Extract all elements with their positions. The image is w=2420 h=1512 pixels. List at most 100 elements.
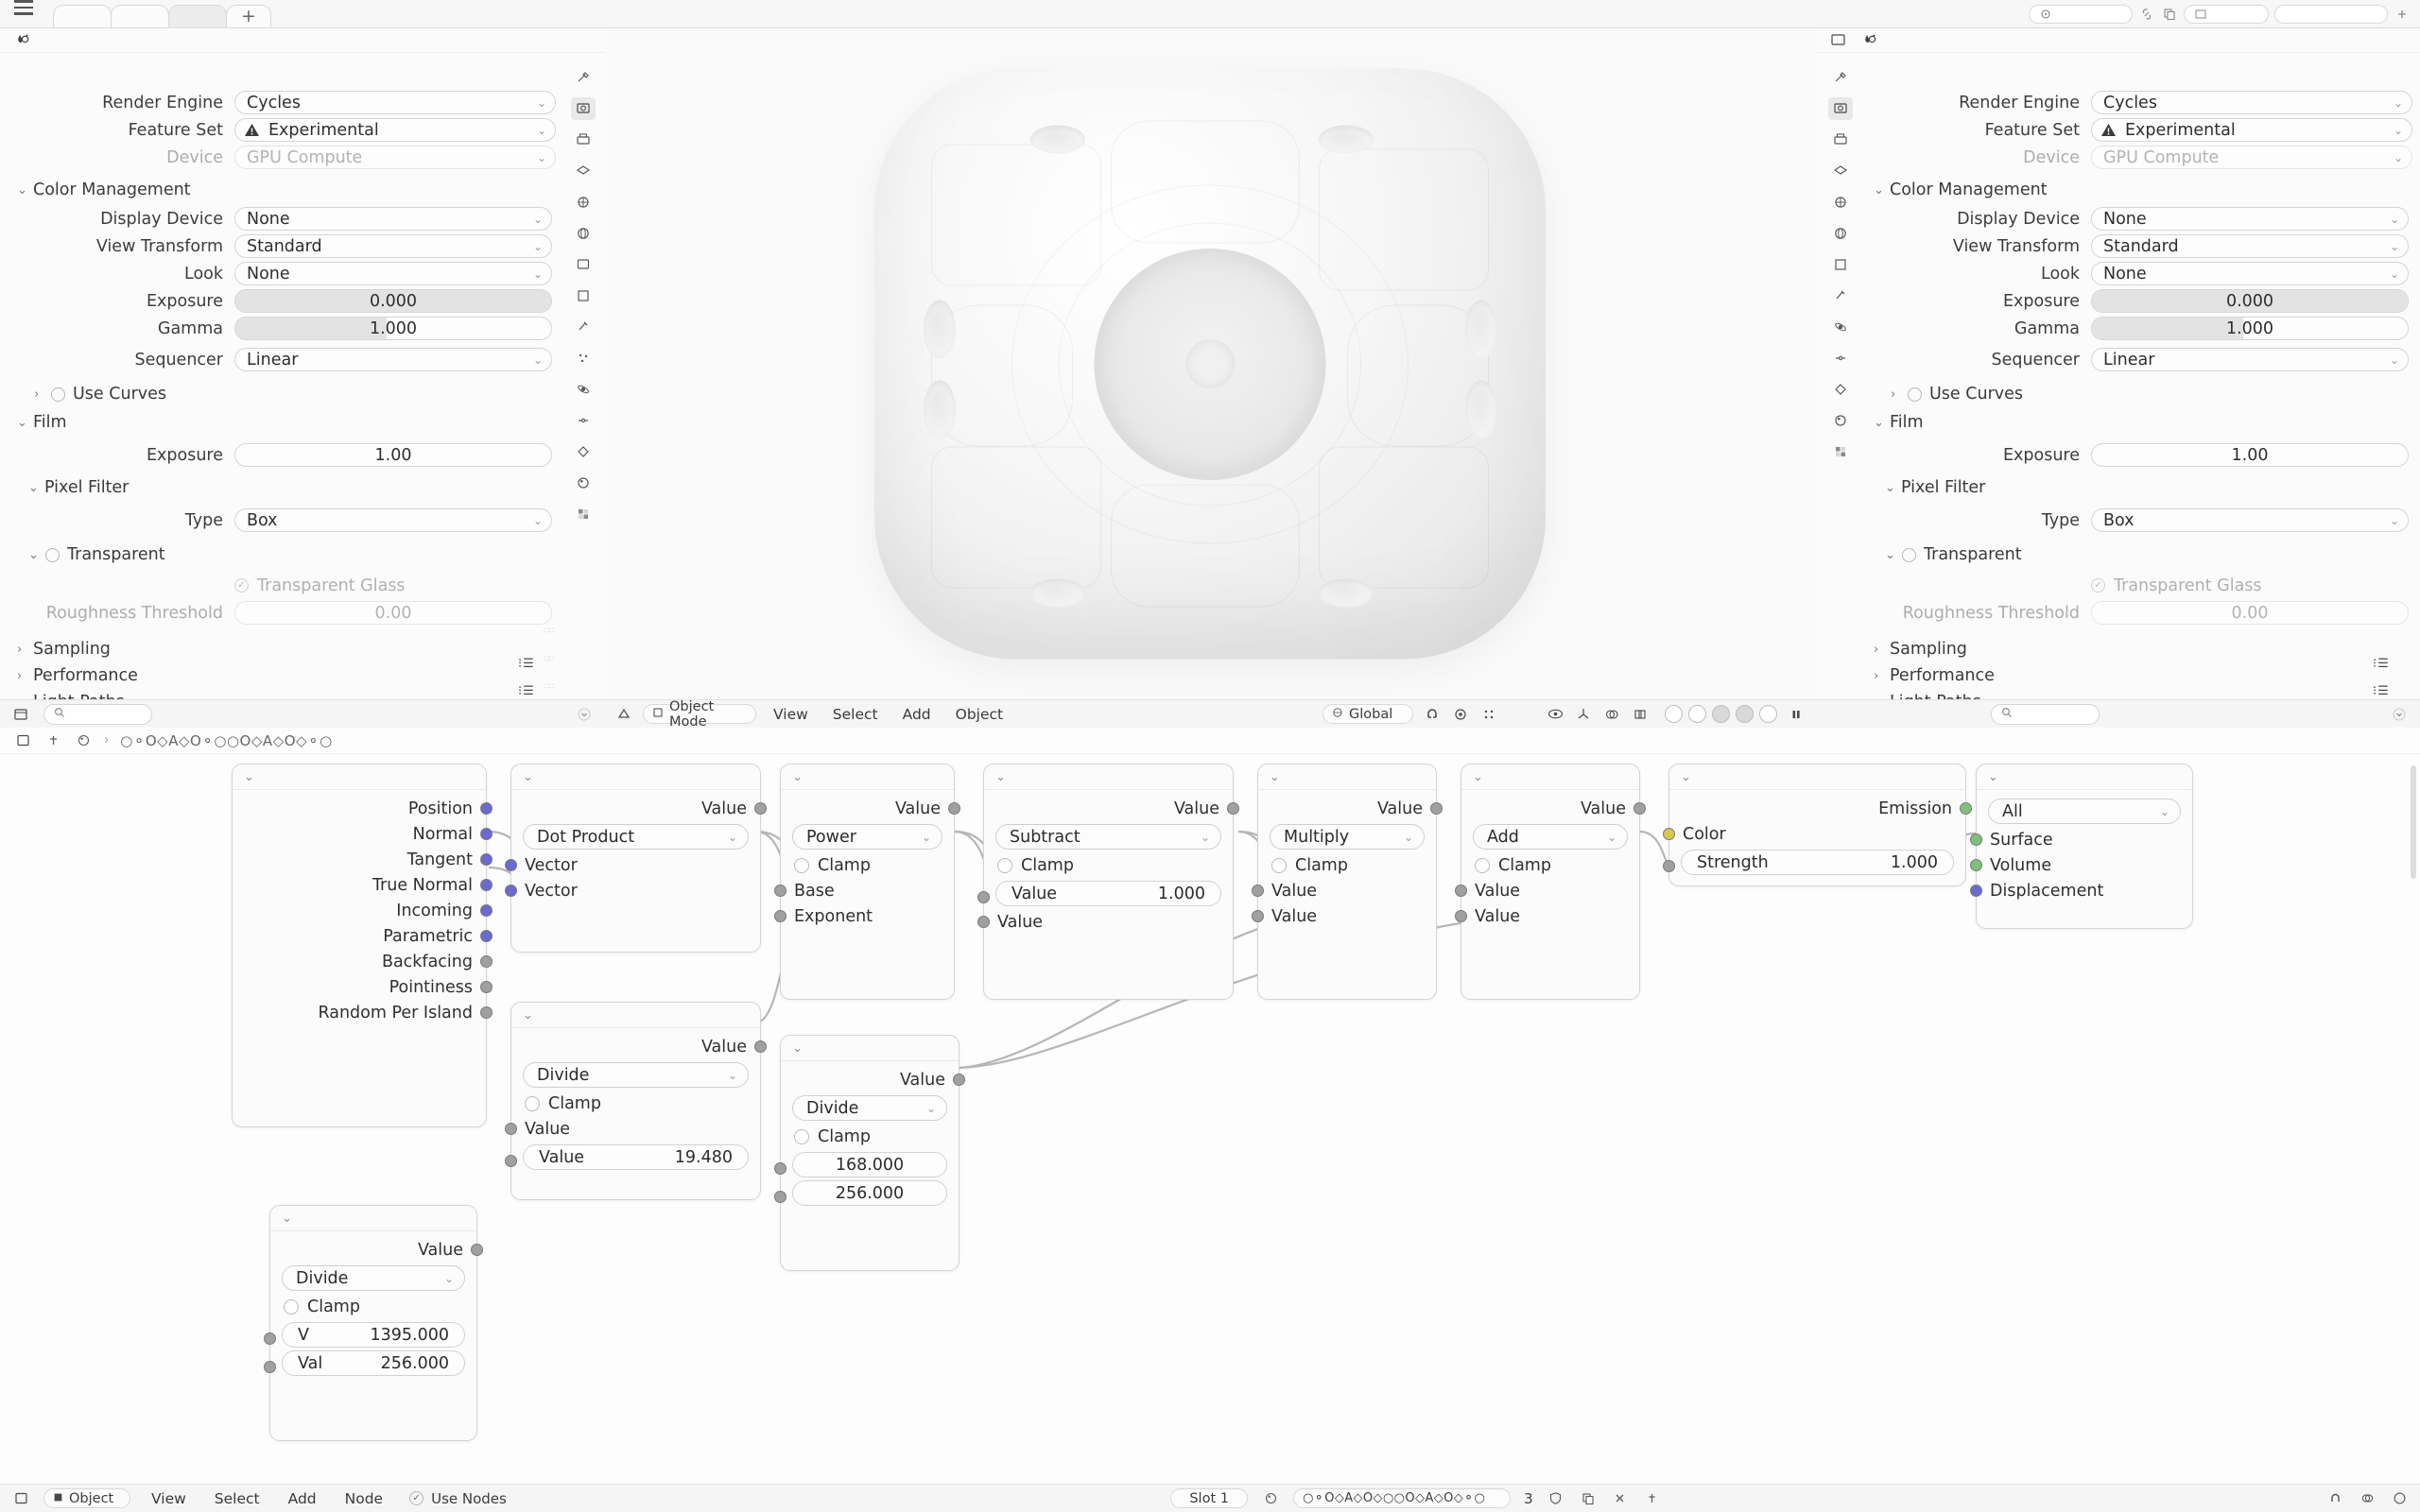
tab-tool[interactable] [571,66,596,89]
operation-dropdown-dot-product[interactable]: Dot Product ⌄ [523,824,749,850]
close-icon[interactable] [1611,1489,1630,1508]
socket-value-in-subtract-1[interactable] [977,890,990,903]
transform-orientation-dropdown[interactable]: Global [1322,704,1413,724]
socket-color-in[interactable] [1663,828,1675,840]
new-view-layer-icon[interactable] [2394,6,2411,23]
socket-value-out-div-b[interactable] [953,1074,965,1086]
render-engine-dropdown-r[interactable]: Cycles ⌄ [2091,91,2412,114]
socket-row-vector-b[interactable]: Vector [505,878,760,903]
operation-dropdown-add[interactable]: Add ⌄ [1473,824,1628,850]
shader-node-editor[interactable]: › ○⚬O◇A◇O⚬○○O◇A◇O◇⚬○ ⌄ [0,728,2420,1484]
socket-tangent[interactable] [480,853,493,866]
grid-snap-icon[interactable] [1479,705,1498,724]
socket-value-in-div-c2[interactable] [264,1360,276,1373]
status-menu-add[interactable]: Add [287,1489,317,1507]
film-exposure-slider-r[interactable]: 1.00 [2091,443,2409,467]
feature-set-dropdown[interactable]: Experimental ⌄ [234,118,556,142]
node-header-divide-c[interactable]: ⌄ [270,1206,476,1231]
proportional-edit-icon[interactable] [1451,705,1470,724]
view-layer-selector[interactable] [2184,5,2269,24]
node-math-divide-a[interactable]: ⌄ Value Divide ⌄ Clamp Value Value [505,1002,767,1200]
tab-texture-r[interactable] [1828,440,1853,463]
clamp-toggle-divide-c[interactable]: Clamp [270,1294,476,1319]
socket-value-in-add-2[interactable] [1455,910,1467,922]
socket-row-value-out-add[interactable]: Value [1461,796,1646,821]
node-math-multiply[interactable]: ⌄ Value Multiply ⌄ Clamp Value Value [1252,764,1443,1000]
expand-chevron-icon-right[interactable] [2390,705,2409,724]
clamp-radio-icon[interactable] [284,1298,299,1314]
socket-row-color-in[interactable]: Color [1663,821,1965,847]
socket-exponent[interactable] [774,910,786,922]
socket-value-out-div-c[interactable] [471,1244,483,1256]
tab-data-r[interactable] [1828,378,1853,401]
node-header-math-multiply[interactable]: ⌄ [1258,765,1436,790]
value-field-divide-c2[interactable]: Val 256.000 [282,1350,465,1376]
copy-material-icon[interactable] [1579,1489,1598,1508]
shading-options-button[interactable] [1759,705,1777,723]
status-menu-view[interactable]: View [151,1489,186,1507]
operation-dropdown-power[interactable]: Power ⌄ [792,824,942,850]
scene-selector[interactable] [2029,5,2133,24]
tab-scene-r[interactable] [1828,191,1853,214]
material-browse-icon[interactable] [1261,1489,1280,1508]
socket-row-value-in-div-a[interactable]: Value [505,1116,760,1142]
section-sampling[interactable]: › Sampling [17,640,111,659]
use-curves-checkbox-r[interactable] [1908,387,1922,402]
section-transparent-r[interactable]: ⌄ Transparent [1885,545,2022,564]
transparent-glass-checkbox[interactable]: ✓ [234,578,249,593]
node-header-math-subtract[interactable]: ⌄ [984,765,1233,790]
tab-data[interactable] [571,440,596,463]
socket-row-surface[interactable]: Surface [1970,827,2192,852]
value-field-divide-b1[interactable]: 168.000 [792,1152,947,1177]
clamp-radio-icon[interactable] [794,1128,809,1144]
operation-dropdown-divide-a[interactable]: Divide ⌄ [523,1062,749,1088]
socket-value-in-mul-1[interactable] [1252,885,1264,897]
device-dropdown[interactable]: GPU Compute ⌄ [234,146,556,169]
status-menu-select[interactable]: Select [214,1489,260,1507]
expand-chevron-icon-left[interactable] [575,705,594,724]
exposure-slider[interactable]: 0.000 [234,289,552,313]
section-color-management-r[interactable]: ⌄ Color Management [1874,180,2048,199]
node-header-divide-b[interactable]: ⌄ [781,1036,959,1061]
node-math-add[interactable]: ⌄ Value Add ⌄ Clamp Value Value [1455,764,1646,1000]
operation-dropdown-subtract[interactable]: Subtract ⌄ [995,824,1221,850]
look-dropdown[interactable]: None ⌄ [234,262,552,285]
socket-row-value-in-add-2[interactable]: Value [1455,903,1639,929]
shading-rendered-button[interactable] [1736,705,1754,723]
tab-tool-r[interactable] [1828,66,1853,89]
socket-row-vector-a[interactable]: Vector [505,852,760,878]
node-math-power[interactable]: ⌄ Value Power ⌄ Clamp Base Exponent [774,764,960,1000]
socket-row-emission-out[interactable]: Emission [1669,796,1972,821]
socket-value-out[interactable] [754,802,767,815]
link-icon[interactable] [2138,6,2155,23]
tab-world-r[interactable] [1828,222,1853,245]
properties-search-left[interactable] [43,703,152,725]
tab-particles[interactable] [571,347,596,369]
status-menu-node[interactable]: Node [344,1489,384,1507]
view-transform-dropdown[interactable]: Standard ⌄ [234,234,552,258]
socket-position[interactable] [480,802,493,815]
roughness-threshold-slider-r[interactable]: 0.00 [2091,601,2409,625]
socket-parametric[interactable] [480,930,493,942]
display-device-dropdown[interactable]: None ⌄ [234,207,552,231]
clamp-toggle-add[interactable]: Clamp [1461,852,1639,878]
tab-constraints-r[interactable] [1828,347,1853,369]
socket-value-out-add[interactable] [1634,802,1646,815]
film-exposure-slider[interactable]: 1.00 [234,443,552,467]
overlay-status-icon[interactable] [2358,1489,2377,1508]
workspace-tab-1[interactable] [53,5,112,27]
socket-value-out-subtract[interactable] [1227,802,1239,815]
socket-row-incoming[interactable]: Incoming [233,898,493,923]
material-name-field[interactable]: ○⚬O◇A◇O◇○○O◇A◇O◇⚬○ [1293,1488,1512,1508]
socket-row-parametric[interactable]: Parametric [233,923,493,949]
operation-dropdown-divide-c[interactable]: Divide ⌄ [282,1265,465,1291]
socket-surface[interactable] [1970,833,1982,846]
socket-base[interactable] [774,885,786,897]
pin-icon[interactable] [43,731,62,750]
properties-search-right[interactable] [1991,703,2100,725]
socket-value-in-add-1[interactable] [1455,885,1467,897]
editor-type-icon-status[interactable] [11,1489,30,1508]
socket-row-value-in-mul-1[interactable]: Value [1252,878,1436,903]
add-workspace-button[interactable]: + [226,5,271,27]
section-pixel-filter-r[interactable]: ⌄ Pixel Filter [1885,478,1986,497]
